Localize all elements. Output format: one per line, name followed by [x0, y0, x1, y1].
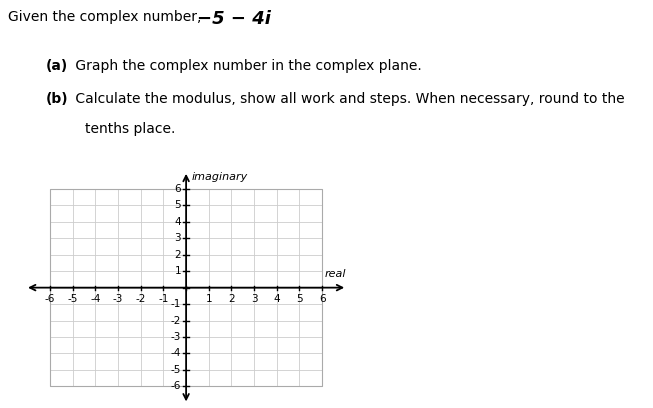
Text: 4: 4 [274, 294, 280, 304]
Text: 1: 1 [174, 266, 181, 276]
Text: 2: 2 [174, 250, 181, 260]
Text: -6: -6 [170, 381, 181, 391]
Text: -3: -3 [170, 332, 181, 342]
Text: (b): (b) [46, 92, 69, 106]
Text: -4: -4 [90, 294, 101, 304]
Text: 6: 6 [174, 184, 181, 194]
Text: 6: 6 [319, 294, 325, 304]
Text: -5: -5 [67, 294, 78, 304]
Text: 5: 5 [296, 294, 303, 304]
Text: 2: 2 [228, 294, 235, 304]
Text: -2: -2 [170, 315, 181, 326]
Text: -1: -1 [170, 299, 181, 309]
Text: -4: -4 [170, 348, 181, 358]
Text: -6: -6 [45, 294, 56, 304]
Text: -2: -2 [136, 294, 146, 304]
Text: Calculate the modulus, show all work and steps. When necessary, round to the: Calculate the modulus, show all work and… [71, 92, 624, 106]
Bar [50, 189, 322, 386]
Text: −5 − 4i: −5 − 4i [197, 10, 271, 28]
Text: real: real [325, 268, 346, 279]
Text: Graph the complex number in the complex plane.: Graph the complex number in the complex … [71, 59, 421, 73]
Text: (a): (a) [46, 59, 68, 73]
Text: 3: 3 [174, 233, 181, 243]
Text: 4: 4 [174, 217, 181, 227]
Text: 5: 5 [174, 200, 181, 211]
Text: tenths place.: tenths place. [85, 122, 175, 136]
Text: 1: 1 [206, 294, 212, 304]
Text: -5: -5 [170, 365, 181, 375]
Text: -1: -1 [158, 294, 168, 304]
Text: 3: 3 [251, 294, 257, 304]
Text: Given the complex number,: Given the complex number, [8, 10, 208, 24]
Text: -3: -3 [113, 294, 123, 304]
Text: imaginary: imaginary [192, 172, 248, 182]
